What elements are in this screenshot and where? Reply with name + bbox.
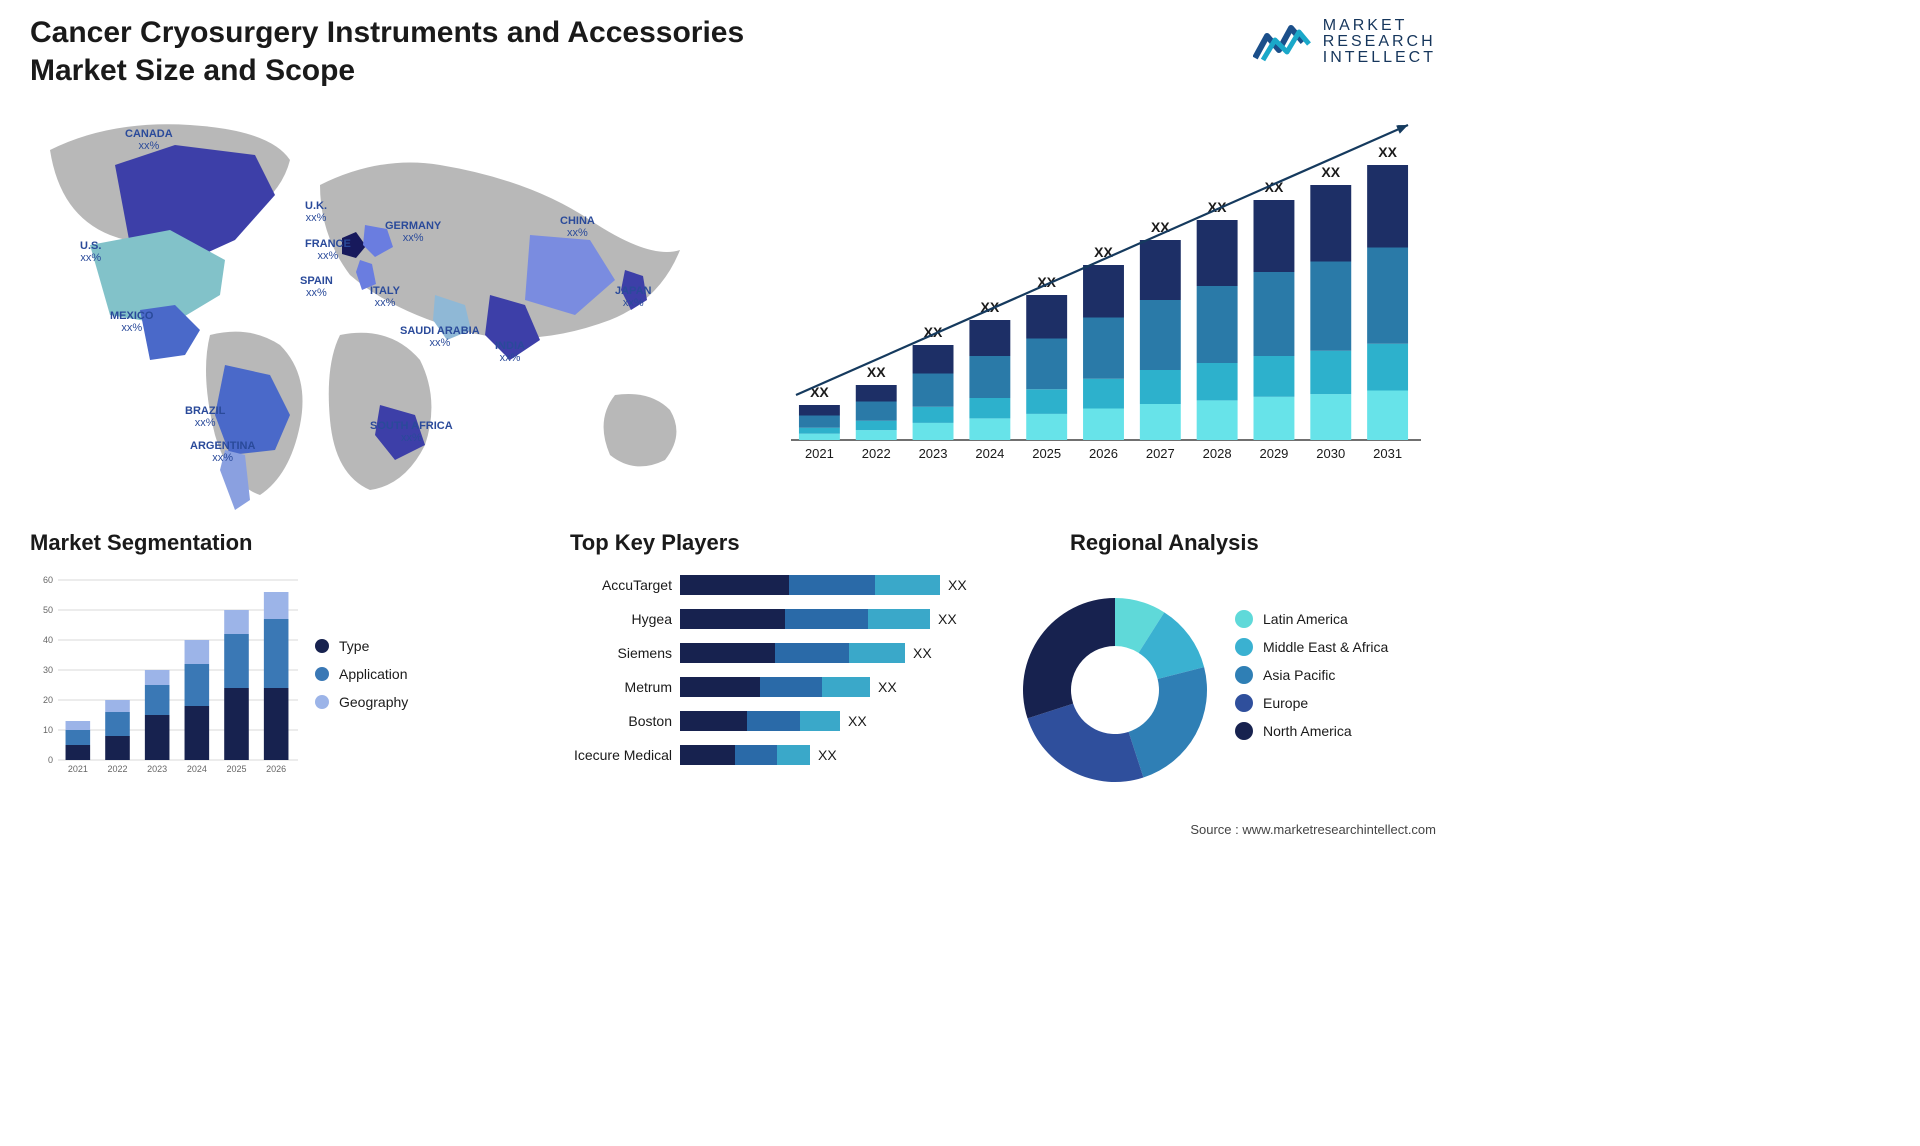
map-label-brazil: BRAZILxx% [185, 405, 225, 429]
svg-text:10: 10 [43, 725, 53, 735]
region-legend-asia-pacific: Asia Pacific [1235, 666, 1388, 684]
keyplayer-row-hygea: Hygea XX [570, 604, 970, 634]
svg-text:2023: 2023 [147, 764, 167, 774]
keyplayer-value: XX [840, 713, 867, 729]
svg-text:50: 50 [43, 605, 53, 615]
svg-text:30: 30 [43, 665, 53, 675]
region-legend-latin-america: Latin America [1235, 610, 1388, 628]
svg-text:2023: 2023 [919, 446, 948, 461]
logo-text-1: MARKET [1323, 18, 1436, 34]
svg-text:XX: XX [1378, 144, 1397, 160]
keyplayer-row-siemens: Siemens XX [570, 638, 970, 668]
svg-text:2029: 2029 [1259, 446, 1288, 461]
map-label-argentina: ARGENTINAxx% [190, 440, 255, 464]
keyplayer-value: XX [810, 747, 837, 763]
svg-text:40: 40 [43, 635, 53, 645]
svg-text:2022: 2022 [862, 446, 891, 461]
svg-text:2025: 2025 [226, 764, 246, 774]
svg-text:2024: 2024 [187, 764, 207, 774]
region-legend-europe: Europe [1235, 694, 1388, 712]
page-title: Cancer Cryosurgery Instruments and Acces… [30, 14, 790, 89]
keyplayer-row-accutarget: AccuTarget XX [570, 570, 970, 600]
svg-text:2024: 2024 [975, 446, 1004, 461]
seg-legend-type: Type [315, 638, 408, 654]
map-label-saudi-arabia: SAUDI ARABIAxx% [400, 325, 480, 349]
keyplayer-name: AccuTarget [570, 577, 680, 593]
logo-text-2: RESEARCH [1323, 34, 1436, 50]
regional-donut: Latin America Middle East & Africa Asia Pa… [1005, 570, 1435, 810]
source-line: Source : www.marketresearchintellect.com [1190, 822, 1436, 837]
map-label-germany: GERMANYxx% [385, 220, 441, 244]
svg-text:2022: 2022 [107, 764, 127, 774]
svg-text:2030: 2030 [1316, 446, 1345, 461]
keyplayer-value: XX [940, 577, 967, 593]
seg-legend-geography: Geography [315, 694, 408, 710]
map-label-u-k-: U.K.xx% [305, 200, 327, 224]
svg-text:XX: XX [1151, 219, 1170, 235]
map-label-india: INDIAxx% [495, 340, 525, 364]
svg-text:20: 20 [43, 695, 53, 705]
keyplayer-name: Icecure Medical [570, 747, 680, 763]
keyplayer-row-metrum: Metrum XX [570, 672, 970, 702]
keyplayer-value: XX [870, 679, 897, 695]
map-label-italy: ITALYxx% [370, 285, 400, 309]
svg-text:XX: XX [1321, 164, 1340, 180]
keyplayer-name: Siemens [570, 645, 680, 661]
keyplayer-row-icecure-medical: Icecure Medical XX [570, 740, 970, 770]
logo-text-3: INTELLECT [1323, 50, 1436, 66]
svg-text:2031: 2031 [1373, 446, 1402, 461]
map-label-mexico: MEXICOxx% [110, 310, 153, 334]
map-label-south-africa: SOUTH AFRICAxx% [370, 420, 453, 444]
keyplayer-value: XX [930, 611, 957, 627]
svg-text:60: 60 [43, 575, 53, 585]
region-legend-north-america: North America [1235, 722, 1388, 740]
segmentation-title: Market Segmentation [30, 530, 253, 556]
map-label-japan: JAPANxx% [615, 285, 651, 309]
segmentation-chart: 0 10 20 30 40 50 60 2021 2022 2023 2024 2025 2026 Ty… [30, 570, 480, 810]
keyplayer-value: XX [905, 645, 932, 661]
map-label-china: CHINAxx% [560, 215, 595, 239]
region-legend-middle-east-africa: Middle East & Africa [1235, 638, 1388, 656]
svg-text:2026: 2026 [1089, 446, 1118, 461]
regional-title: Regional Analysis [1070, 530, 1259, 556]
map-label-u-s-: U.S.xx% [80, 240, 101, 264]
svg-text:2025: 2025 [1032, 446, 1061, 461]
map-label-france: FRANCExx% [305, 238, 351, 262]
svg-text:2028: 2028 [1203, 446, 1232, 461]
keyplayer-name: Boston [570, 713, 680, 729]
keyplayer-name: Hygea [570, 611, 680, 627]
logo-mark-icon [1253, 20, 1313, 64]
growth-bar-chart: XX2021XX2022XX2023XX2024XX2025XX2026XX20… [766, 110, 1426, 470]
seg-legend-application: Application [315, 666, 408, 682]
map-label-canada: CANADAxx% [125, 128, 173, 152]
svg-text:2027: 2027 [1146, 446, 1175, 461]
svg-text:XX: XX [867, 364, 886, 380]
brand-logo: MARKET RESEARCH INTELLECT [1253, 18, 1436, 66]
keyplayer-name: Metrum [570, 679, 680, 695]
keyplayers-chart: AccuTargetXXHygeaXXSiemensXXMetrumXXBost… [570, 570, 970, 810]
keyplayers-title: Top Key Players [570, 530, 740, 556]
map-label-spain: SPAINxx% [300, 275, 333, 299]
svg-text:2026: 2026 [266, 764, 286, 774]
world-map: CANADAxx% U.S.xx% MEXICOxx% BRAZILxx% ARGENT… [30, 110, 720, 510]
svg-text:0: 0 [48, 755, 53, 765]
svg-text:XX: XX [1094, 244, 1113, 260]
svg-text:2021: 2021 [68, 764, 88, 774]
svg-text:2021: 2021 [805, 446, 834, 461]
keyplayer-row-boston: Boston XX [570, 706, 970, 736]
